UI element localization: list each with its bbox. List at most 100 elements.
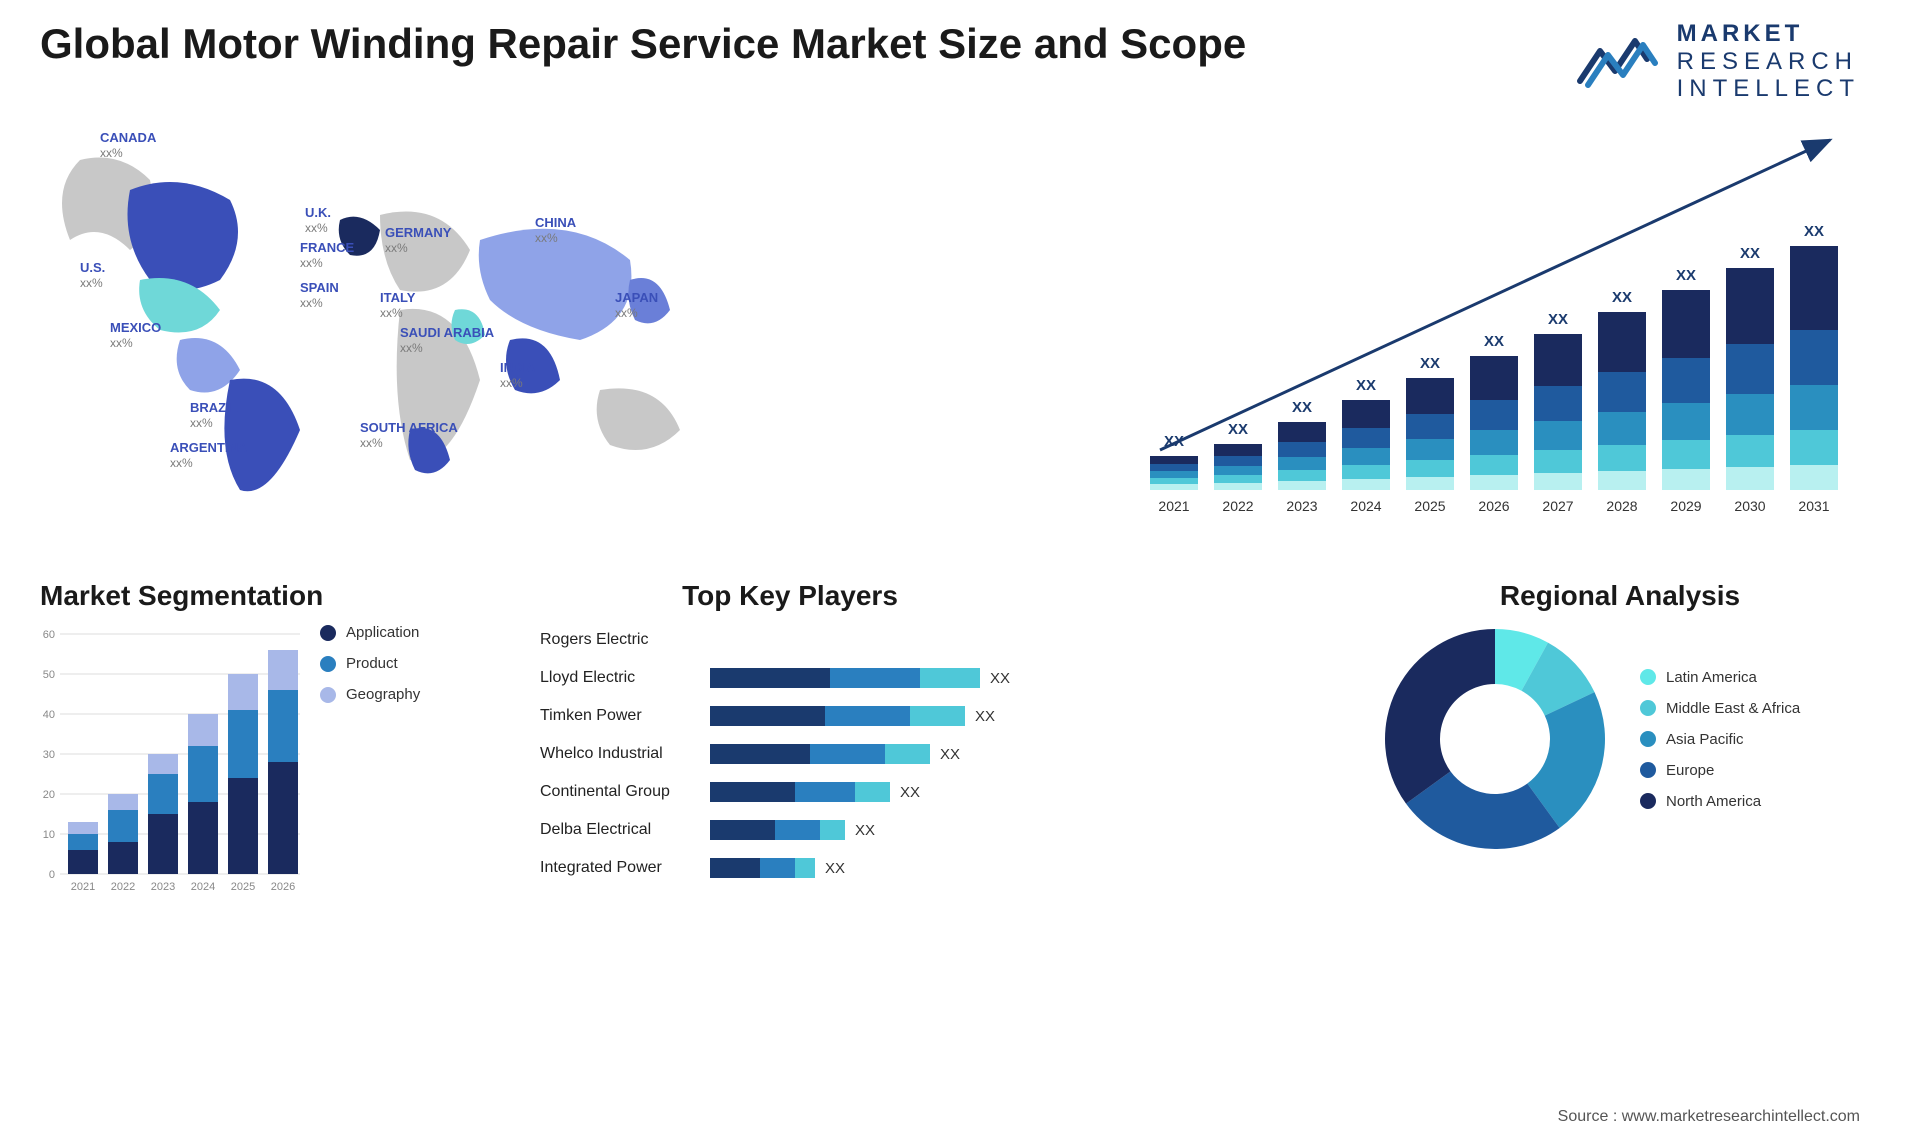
keyplayers-title: Top Key Players [540,580,1040,612]
keyplayer-value: XX [825,860,845,877]
forecast-value-label: XX [1342,377,1390,394]
logo-icon [1575,31,1665,91]
logo-text: MARKET RESEARCH INTELLECT [1677,20,1860,103]
keyplayer-row: Lloyd Electric XX [540,662,1040,694]
forecast-year-label: 2025 [1406,498,1454,514]
forecast-value-label: XX [1214,421,1262,438]
keyplayer-value: XX [975,708,995,725]
segmentation-chart: 0102030405060202120222023202420252026 [40,624,300,904]
keyplayer-value: XX [990,670,1010,687]
forecast-year-label: 2027 [1534,498,1582,514]
regional-section: Regional Analysis Latin America Middle Ea… [1380,580,1860,854]
forecast-bar: XX2028 [1598,312,1646,490]
svg-text:2022: 2022 [111,881,135,893]
logo-line3: INTELLECT [1677,75,1860,103]
map-label: CHINAxx% [535,215,576,245]
forecast-value-label: XX [1726,245,1774,262]
forecast-bar: XX2024 [1342,400,1390,490]
page-title: Global Motor Winding Repair Service Mark… [40,20,1246,68]
svg-text:2021: 2021 [71,881,95,893]
forecast-bar: XX2031 [1790,246,1838,490]
svg-text:50: 50 [43,669,55,681]
map-label: FRANCExx% [300,240,354,270]
keyplayer-bar [710,668,980,688]
forecast-year-label: 2026 [1470,498,1518,514]
keyplayer-name: Lloyd Electric [540,669,710,687]
forecast-bar: XX2021 [1150,456,1198,490]
legend-item: North America [1640,793,1800,810]
svg-text:0: 0 [49,869,55,881]
keyplayer-name: Timken Power [540,707,710,725]
keyplayer-row: Whelco IndustrialXX [540,738,1040,770]
brand-logo: MARKET RESEARCH INTELLECT [1575,20,1860,103]
svg-text:20: 20 [43,789,55,801]
svg-text:2024: 2024 [191,881,215,893]
forecast-bar: XX2027 [1534,334,1582,490]
segmentation-legend: ApplicationProductGeography [320,624,420,904]
segmentation-section: Market Segmentation 0 10 20 30 40 50 60 2021 202… [40,580,460,904]
regional-title: Regional Analysis [1380,580,1860,612]
map-label: U.S.xx% [80,260,105,290]
map-label: SAUDI ARABIAxx% [400,325,494,355]
regional-donut-chart [1380,624,1610,854]
forecast-value-label: XX [1534,311,1582,328]
keyplayer-name: Continental Group [540,783,710,801]
keyplayer-value: XX [855,822,875,839]
keyplayer-value: XX [900,784,920,801]
keyplayer-value: XX [940,746,960,763]
source-text: Source : www.marketresearchintellect.com [1558,1108,1860,1126]
legend-item: Middle East & Africa [1640,700,1800,717]
map-label: BRAZILxx% [190,400,238,430]
keyplayer-row: Rogers Electric [540,624,1040,656]
svg-text:2023: 2023 [151,881,175,893]
forecast-year-label: 2029 [1662,498,1710,514]
map-label: ARGENTINAxx% [170,440,247,470]
keyplayer-name: Integrated Power [540,859,710,877]
map-label: U.K.xx% [305,205,331,235]
legend-item: Latin America [1640,669,1800,686]
forecast-bar: XX2022 [1214,444,1262,490]
keyplayer-row: Integrated Power XX [540,852,1040,884]
forecast-bar: XX2029 [1662,290,1710,490]
keyplayer-row: Continental Group XX [540,776,1040,808]
forecast-bar: XX2023 [1278,422,1326,490]
forecast-year-label: 2021 [1150,498,1198,514]
forecast-year-label: 2031 [1790,498,1838,514]
svg-text:60: 60 [43,629,55,641]
forecast-value-label: XX [1790,223,1838,240]
forecast-bar: XX2025 [1406,378,1454,490]
forecast-value-label: XX [1662,267,1710,284]
forecast-year-label: 2028 [1598,498,1646,514]
map-label: INDIAxx% [500,360,535,390]
segmentation-title: Market Segmentation [40,580,460,612]
keyplayer-name: Delba Electrical [540,821,710,839]
forecast-year-label: 2030 [1726,498,1774,514]
map-label: CANADAxx% [100,130,156,160]
forecast-bar: XX2026 [1470,356,1518,490]
map-label: SOUTH AFRICAxx% [360,420,458,450]
keyplayer-bar [710,706,965,726]
legend-item: Application [320,624,420,641]
regional-legend: Latin AmericaMiddle East & AfricaAsia Pa… [1640,669,1800,810]
forecast-year-label: 2024 [1342,498,1390,514]
forecast-bar: XX2030 [1726,268,1774,490]
forecast-year-label: 2022 [1214,498,1262,514]
forecast-value-label: XX [1150,433,1198,450]
forecast-value-label: XX [1598,289,1646,306]
forecast-chart: XX2021XX2022XX2023XX2024XX2025XX2026XX20… [1140,120,1860,520]
logo-line2: RESEARCH [1677,48,1860,76]
svg-text:2025: 2025 [231,881,255,893]
map-label: JAPANxx% [615,290,658,320]
forecast-year-label: 2023 [1278,498,1326,514]
svg-text:10: 10 [43,829,55,841]
forecast-value-label: XX [1278,399,1326,416]
keyplayer-bar [710,782,890,802]
keyplayer-bar [710,858,815,878]
keyplayer-name: Rogers Electric [540,631,710,649]
map-label: MEXICOxx% [110,320,161,350]
keyplayer-row: Timken Power XX [540,700,1040,732]
map-label: GERMANYxx% [385,225,451,255]
legend-item: Geography [320,686,420,703]
svg-text:30: 30 [43,749,55,761]
svg-text:40: 40 [43,709,55,721]
